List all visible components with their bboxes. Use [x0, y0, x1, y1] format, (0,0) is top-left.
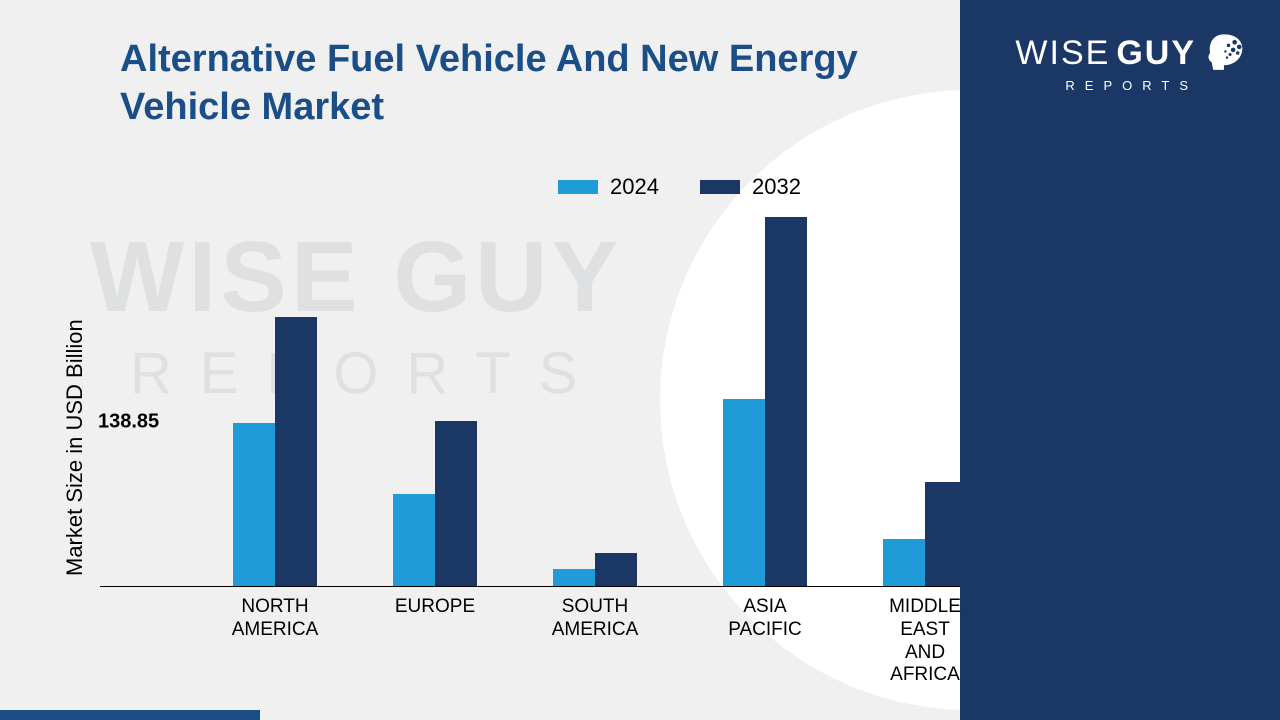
- x-axis-baseline: [100, 586, 960, 587]
- bar-group-na: [233, 317, 317, 586]
- legend-swatch-2032: [700, 180, 740, 194]
- bar-ap-2024: [723, 399, 765, 586]
- legend-2024: 2024: [558, 174, 659, 200]
- chart-title: Alternative Fuel Vehicle And New Energy …: [120, 36, 860, 131]
- x-label-na: NORTHAMERICA: [205, 596, 345, 642]
- right-panel: WISE GUY REPORTS: [960, 0, 1280, 720]
- logo-text-b: GUY: [1116, 34, 1196, 73]
- chart-area: [100, 208, 960, 586]
- chart-title-text: Alternative Fuel Vehicle And New Energy …: [120, 38, 858, 128]
- x-label-sa: SOUTHAMERICA: [525, 596, 665, 642]
- legend-label-2024: 2024: [610, 174, 659, 200]
- legend-swatch-2024: [558, 180, 598, 194]
- bar-group-eu: [393, 421, 477, 586]
- bar-mea-2032: [925, 482, 967, 586]
- head-icon: [1204, 30, 1250, 76]
- logo: WISE GUY REPORTS: [1015, 30, 1250, 93]
- legend-label-2032: 2032: [752, 174, 801, 200]
- logo-sub: REPORTS: [1015, 78, 1250, 93]
- bar-group-mea: [883, 482, 967, 586]
- bar-eu-2024: [393, 494, 435, 586]
- bar-na-2024: [233, 423, 275, 586]
- bar-sa-2032: [595, 553, 637, 586]
- x-label-eu: EUROPE: [365, 596, 505, 619]
- bar-ap-2032: [765, 217, 807, 586]
- y-axis-label: Market Size in USD Billion: [62, 319, 88, 576]
- bar-sa-2024: [553, 569, 595, 586]
- bar-mea-2024: [883, 539, 925, 586]
- logo-text-a: WISE: [1015, 34, 1110, 73]
- bar-na-2032: [275, 317, 317, 586]
- logo-main: WISE GUY: [1015, 30, 1250, 76]
- legend-2032: 2032: [700, 174, 801, 200]
- bar-group-sa: [553, 553, 637, 586]
- x-label-mea: MIDDLEEASTANDAFRICA: [855, 596, 995, 687]
- bottom-accent-bar: [0, 710, 260, 720]
- x-label-ap: ASIAPACIFIC: [695, 596, 835, 642]
- canvas: WISE GUY REPORTS WISE GUY REPORTS Altern…: [0, 0, 1280, 720]
- bar-eu-2032: [435, 421, 477, 586]
- bar-group-ap: [723, 217, 807, 586]
